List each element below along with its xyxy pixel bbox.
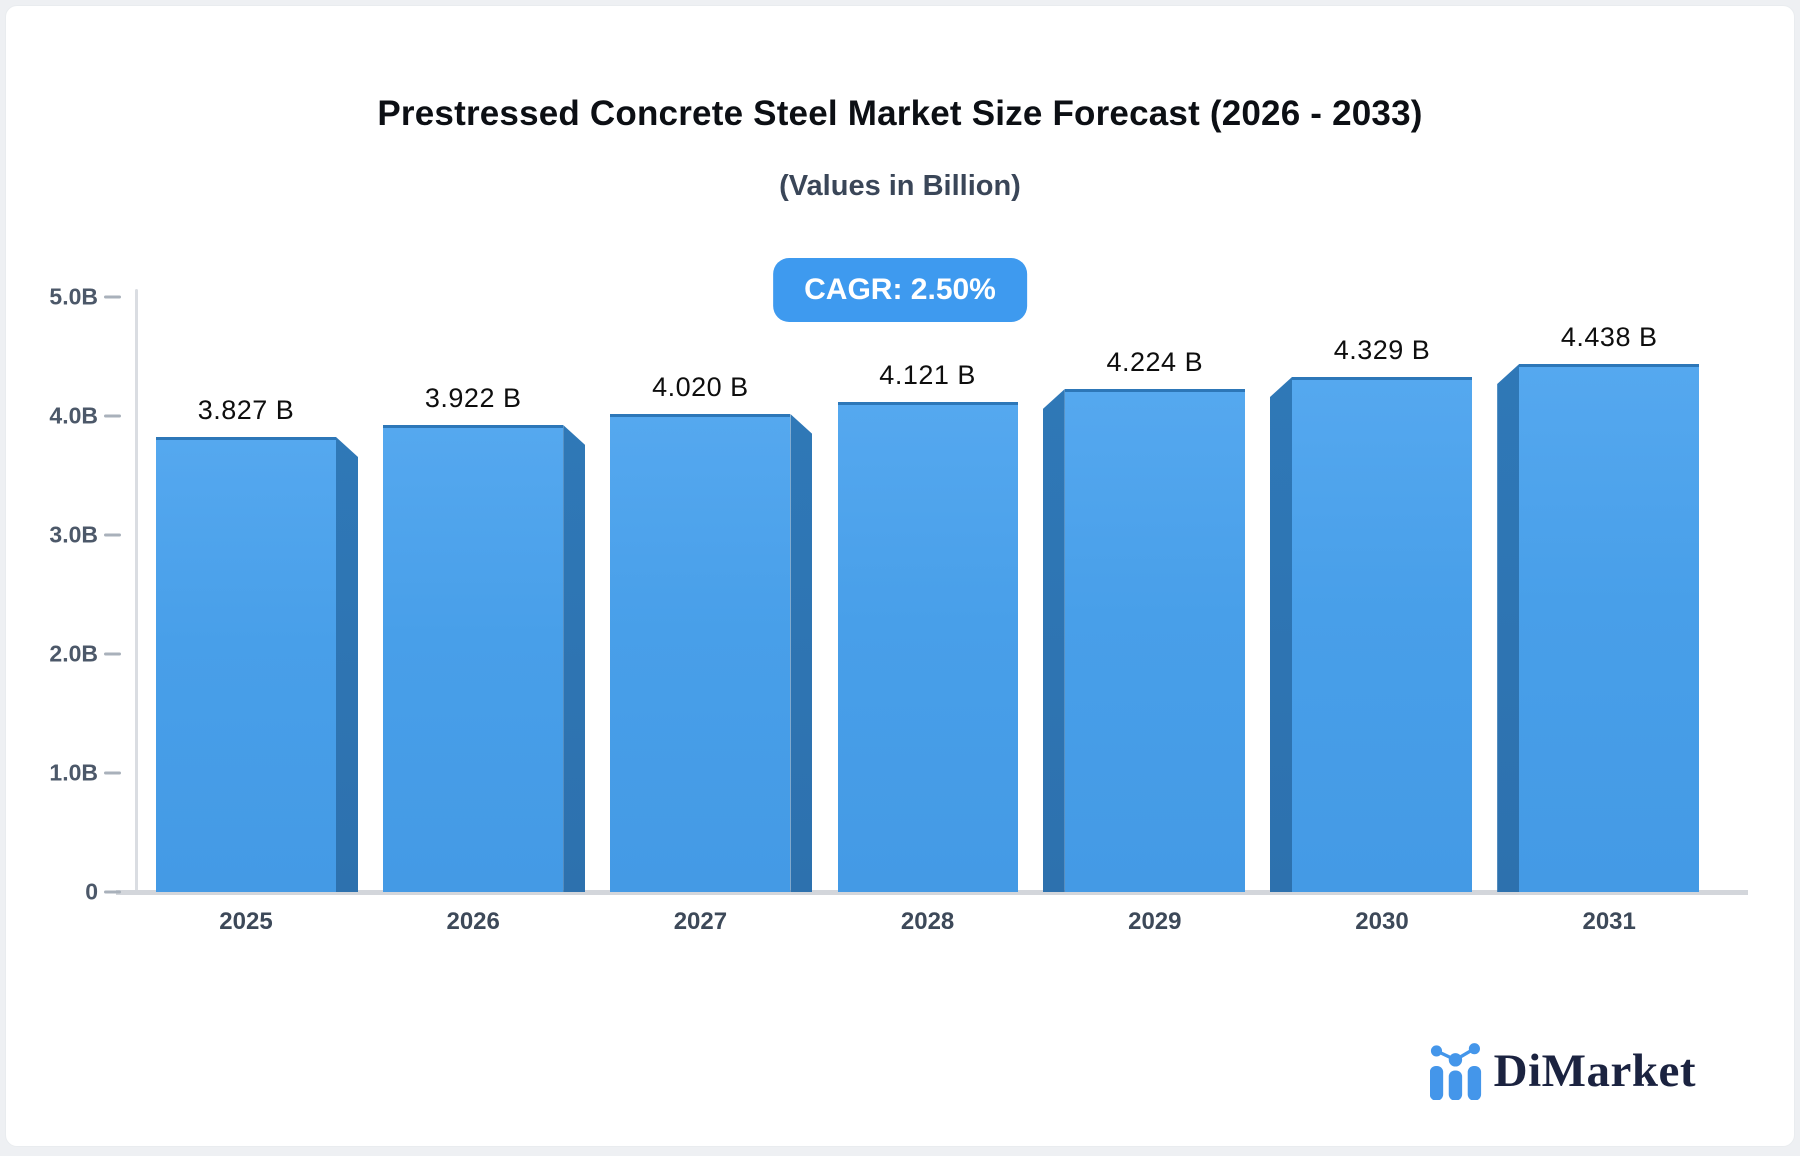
bar-value-label-2031: 4.438 B <box>1560 322 1658 352</box>
bar-2029-side-face <box>1042 389 1065 892</box>
bar-2028[interactable] <box>837 402 1018 892</box>
x-axis-label-2025: 2025 <box>219 908 273 935</box>
y-axis-tick-mark <box>104 533 121 537</box>
bar-value-label-2027: 4.020 B <box>652 372 749 402</box>
y-axis-tick-label: 3.0B <box>49 521 98 548</box>
brand-name: DiMarket <box>1493 1045 1696 1097</box>
y-axis-tick-label: 4.0B <box>49 402 98 429</box>
y-axis-line <box>135 289 138 892</box>
bar-2031-side-face <box>1497 364 1520 892</box>
bar-value-label-2025: 3.827 B <box>197 395 295 425</box>
bar-2027[interactable] <box>610 414 791 892</box>
x-axis-label-2027: 2027 <box>673 908 728 935</box>
y-axis-tick-mark <box>104 771 121 775</box>
bar-2031[interactable] <box>1519 364 1700 892</box>
bar-value-label-2030: 4.329 B <box>1333 335 1431 365</box>
y-axis-tick-mark <box>104 414 121 418</box>
y-axis-tick-label: 5.0B <box>49 283 98 310</box>
bar-2026[interactable] <box>383 425 564 892</box>
x-axis-label-2030: 2030 <box>1355 908 1409 935</box>
x-axis-label-2028: 2028 <box>900 908 955 935</box>
brand-logo: DiMarket <box>1429 1042 1696 1100</box>
mini-bar-chart-icon <box>1429 1042 1482 1100</box>
x-axis-line <box>116 890 1748 895</box>
bar-2026-side-face <box>563 425 586 892</box>
bar-2029[interactable] <box>1064 389 1245 892</box>
bar-2030[interactable] <box>1292 377 1472 892</box>
x-axis-label-2026: 2026 <box>446 908 500 935</box>
y-axis-tick-mark <box>104 652 121 656</box>
y-axis-tick-label: 1.0B <box>49 759 98 786</box>
bar-value-label-2026: 3.922 B <box>424 383 522 413</box>
chart-subtitle: (Values in Billion) <box>779 170 1021 202</box>
bar-value-label-2029: 4.224 B <box>1106 347 1204 377</box>
y-axis-tick-mark <box>104 295 121 299</box>
chart-title: Prestressed Concrete Steel Market Size F… <box>377 94 1423 133</box>
cagr-badge: CAGR: 2.50% <box>773 258 1027 322</box>
y-axis-tick-label: 0 <box>85 878 98 905</box>
bar-value-label-2028: 4.121 B <box>879 360 976 390</box>
y-axis-tick-mark <box>104 890 121 894</box>
x-axis-label-2029: 2029 <box>1128 908 1182 935</box>
bar-2030-side-face <box>1270 377 1292 892</box>
bar-2027-side-face <box>790 414 813 892</box>
x-axis-label-2031: 2031 <box>1582 908 1636 935</box>
chart-card: Prestressed Concrete Steel Market Size F… <box>5 5 1795 1147</box>
bar-2025-side-face <box>336 437 358 892</box>
y-axis-tick-label: 2.0B <box>49 640 98 667</box>
bar-2025[interactable] <box>156 437 336 892</box>
